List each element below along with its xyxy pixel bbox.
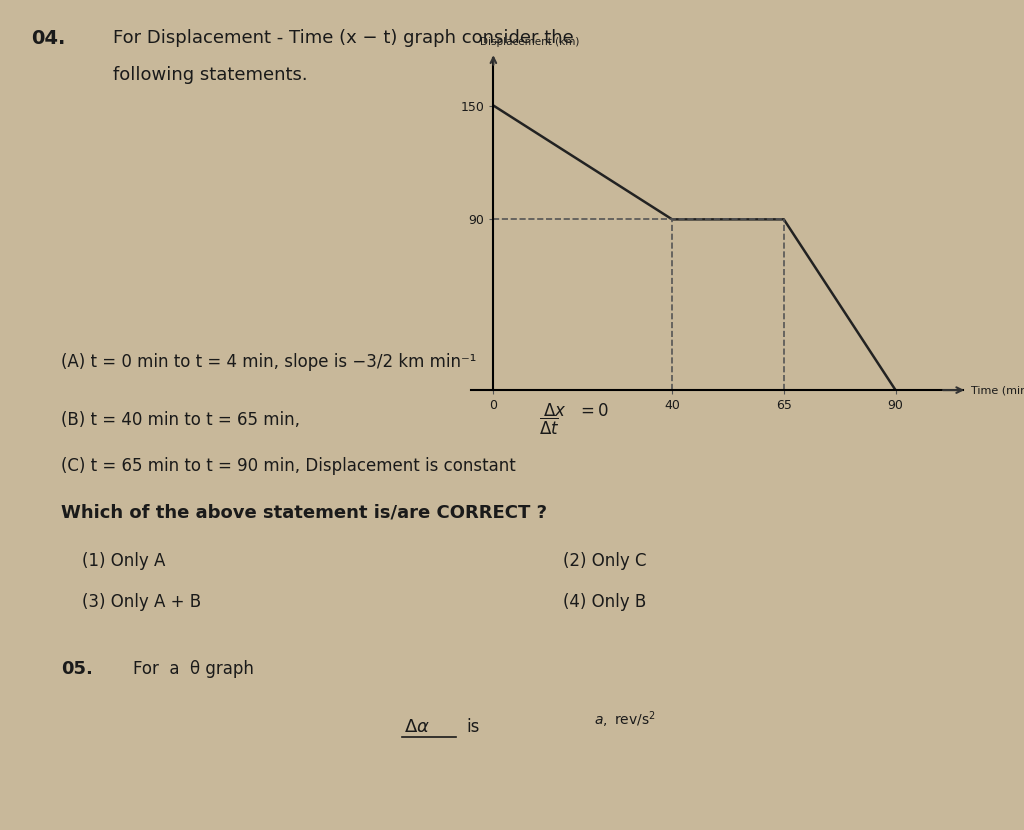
Text: (2) Only C: (2) Only C	[563, 552, 647, 570]
Text: For  a  θ graph: For a θ graph	[133, 660, 254, 678]
Text: Time (min): Time (min)	[972, 385, 1024, 395]
Text: (1) Only A: (1) Only A	[82, 552, 165, 570]
Text: following statements.: following statements.	[113, 66, 307, 85]
Text: For Displacement - Time (x − t) graph consider the: For Displacement - Time (x − t) graph co…	[113, 29, 573, 47]
Text: 04.: 04.	[31, 29, 66, 48]
Text: (C) t = 65 min to t = 90 min, Displacement is constant: (C) t = 65 min to t = 90 min, Displaceme…	[61, 457, 516, 475]
Text: $\Delta\alpha$: $\Delta\alpha$	[404, 718, 430, 736]
Text: is: is	[466, 718, 479, 736]
Text: 05.: 05.	[61, 660, 93, 678]
Text: Displacement (km): Displacement (km)	[480, 37, 580, 46]
Text: $= 0$: $= 0$	[577, 402, 608, 420]
Text: (B) t = 40 min to t = 65 min,: (B) t = 40 min to t = 65 min,	[61, 411, 300, 429]
Text: $\overline{\Delta t}$: $\overline{\Delta t}$	[539, 417, 559, 438]
Text: (4) Only B: (4) Only B	[563, 593, 646, 612]
Text: (3) Only A + B: (3) Only A + B	[82, 593, 201, 612]
Text: $a,\ \mathrm{rev/s^2}$: $a,\ \mathrm{rev/s^2}$	[594, 710, 655, 730]
Text: $\Delta x$: $\Delta x$	[543, 402, 566, 420]
Text: Which of the above statement is/are CORRECT ?: Which of the above statement is/are CORR…	[61, 504, 548, 522]
Text: (A) t = 0 min to t = 4 min, slope is −3/2 km min⁻¹: (A) t = 0 min to t = 4 min, slope is −3/…	[61, 353, 477, 371]
